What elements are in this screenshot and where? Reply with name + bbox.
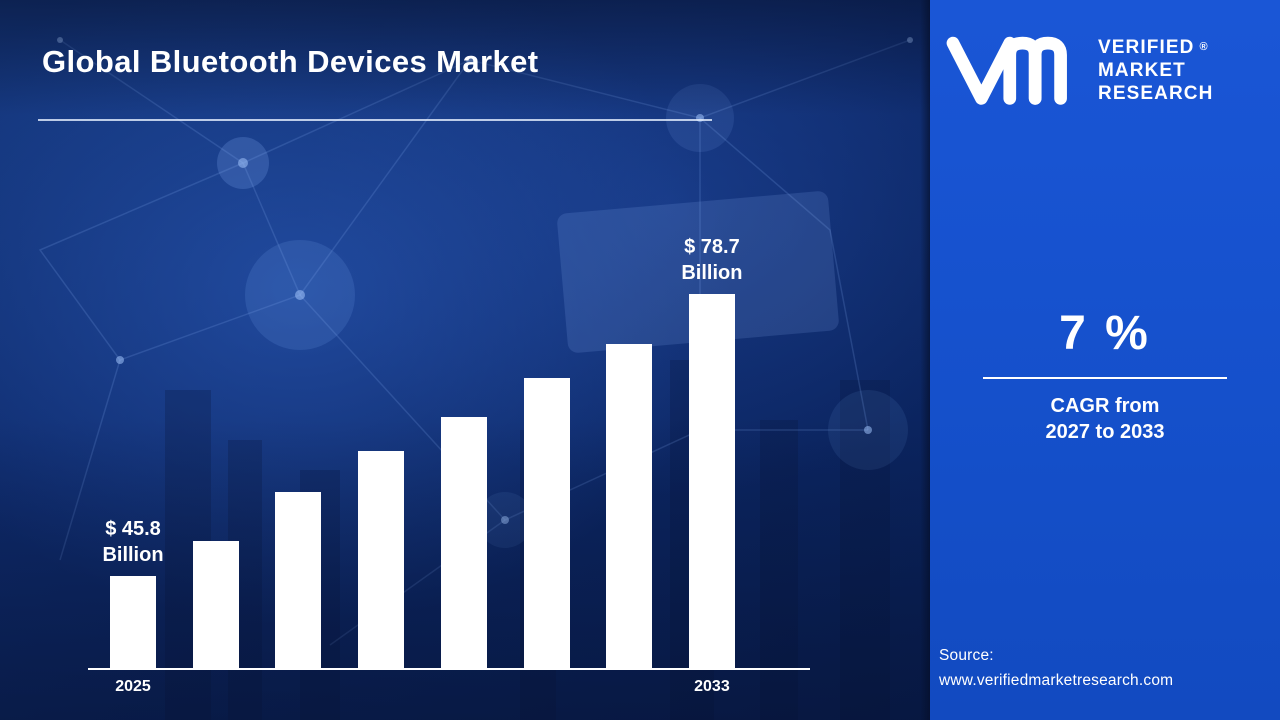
bar (606, 344, 653, 668)
x-axis-tick-label: 2025 (115, 678, 151, 695)
x-axis-baseline (88, 668, 810, 670)
source-url: www.verifiedmarketresearch.com (939, 672, 1174, 690)
chart-panel: Global Bluetooth Devices Market $ 45.8 Bi… (0, 0, 930, 720)
panel-divider (920, 0, 930, 720)
cagr-caption-line-1: CAGR from (1050, 395, 1160, 417)
source-block: Source: www.verifiedmarketresearch.com (939, 643, 1173, 694)
brand-name-line-3: RESEARCH (1098, 83, 1214, 104)
bar: $ 45.8 Billion 2025 (102, 518, 163, 695)
bar-chart: $ 45.8 Billion 2025 $ 78.7 Billion 2033 (102, 236, 742, 695)
bar-value-label: $ 45.8 Billion (102, 518, 164, 566)
brand-name-line-2: MARKET (1098, 60, 1186, 81)
bar (358, 451, 405, 668)
x-axis-tick-label: 2033 (694, 678, 730, 695)
bar-value-label: $ 78.7 Billion (681, 236, 743, 284)
cagr-value: 7 % (1059, 307, 1151, 360)
info-panel: VERIFIED ® MARKET RESEARCH 7 % CAGR from … (930, 0, 1280, 720)
brand-name-line-1: VERIFIED (1098, 37, 1195, 58)
registered-trademark-symbol: ® (1199, 41, 1208, 53)
bar: $ 78.7 Billion 2033 (681, 236, 742, 695)
cagr-stat: 7 % CAGR from 2027 to 2033 (930, 306, 1280, 446)
cagr-caption: CAGR from 2027 to 2033 (930, 393, 1280, 446)
page-title: Global Bluetooth Devices Market (42, 44, 539, 79)
brand-block: VERIFIED ® MARKET RESEARCH (944, 32, 1270, 108)
vmr-logo-icon (944, 32, 1086, 108)
bar (523, 378, 570, 668)
bar (275, 492, 322, 668)
bar (440, 417, 487, 668)
title-underline (38, 119, 712, 121)
source-label: Source: (939, 646, 994, 664)
bar (192, 541, 239, 668)
cagr-divider (983, 377, 1227, 379)
cagr-caption-line-2: 2027 to 2033 (1045, 421, 1165, 444)
brand-name: VERIFIED ® MARKET RESEARCH (1098, 36, 1213, 105)
